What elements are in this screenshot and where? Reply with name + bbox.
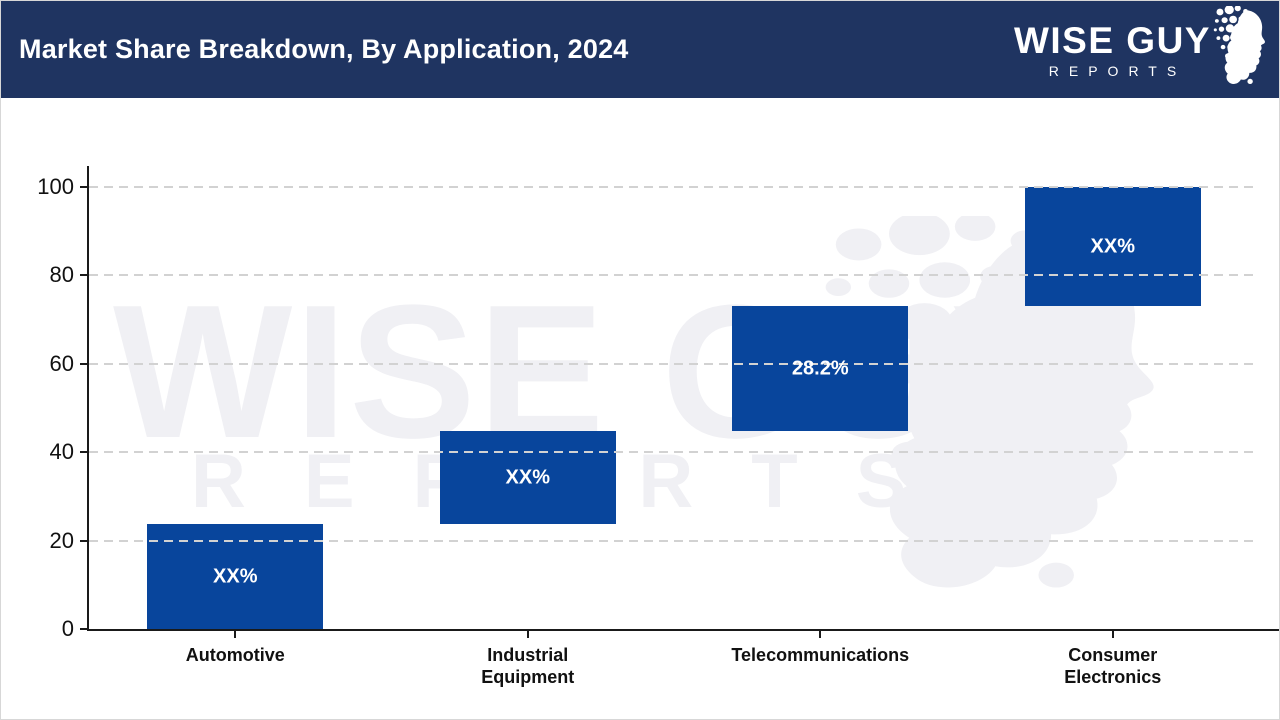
y-tick-label-20: 20 [49, 527, 74, 553]
report-header: Market Share Breakdown, By Application, … [1, 1, 1279, 98]
bar-value-label-industrial-equipment: XX% [505, 466, 550, 489]
x-tick-automotive [234, 631, 237, 638]
y-tick-80 [80, 274, 87, 277]
x-tick-consumer-electronics [1111, 631, 1114, 638]
wiseguy-logo: WISE GUY REPORTS [1013, 4, 1271, 95]
y-tick-label-60: 60 [49, 350, 74, 376]
logo-wordmark: WISE GUY [1013, 20, 1211, 61]
y-tick-60 [80, 362, 87, 365]
logo-subtitle: REPORTS [1048, 63, 1187, 79]
x-tick-industrial-equipment [526, 631, 529, 638]
bar-industrial-equipment [439, 430, 616, 525]
watermark-face-icon [813, 212, 1193, 621]
gridline-20 [89, 539, 1254, 542]
y-tick-100 [80, 186, 87, 188]
y-tick-label-80: 80 [49, 262, 74, 288]
dotted-face-logo-icon [1213, 4, 1271, 95]
x-tick-telecommunications [819, 631, 822, 638]
y-axis-line [87, 166, 89, 631]
chart-area: WISE GUY REPORTS 020406080100XX%Automoti… [1, 98, 1279, 719]
bar-value-label-consumer-electronics: XX% [1090, 235, 1135, 258]
gridline-80 [89, 274, 1254, 277]
x-label-telecommunications: Telecommunications [731, 645, 910, 665]
gridline-100 [89, 186, 1254, 188]
gridline-40 [89, 451, 1254, 454]
bar-telecommunications [732, 306, 909, 431]
y-tick-label-100: 100 [37, 174, 74, 199]
x-label-industrial-equipment: Industrial Equipment [481, 645, 575, 687]
logo-text: WISE GUY REPORTS [1013, 20, 1211, 80]
y-tick-label-0: 0 [61, 616, 74, 641]
bar-value-label-automotive: XX% [213, 565, 258, 588]
bar-automotive [147, 524, 324, 629]
y-tick-0 [80, 628, 87, 630]
y-tick-20 [80, 539, 87, 542]
page-title: Market Share Breakdown, By Application, … [19, 34, 629, 64]
x-label-automotive: Automotive [185, 645, 285, 665]
x-label-consumer-electronics: Consumer Electronics [1064, 645, 1162, 687]
gridline-60 [89, 362, 1254, 365]
x-axis-line [87, 629, 1279, 631]
y-tick-label-40: 40 [49, 439, 74, 465]
y-tick-40 [80, 451, 87, 454]
bar-value-label-telecommunications: 28.2% [791, 357, 849, 380]
bar-consumer-electronics [1024, 187, 1201, 307]
